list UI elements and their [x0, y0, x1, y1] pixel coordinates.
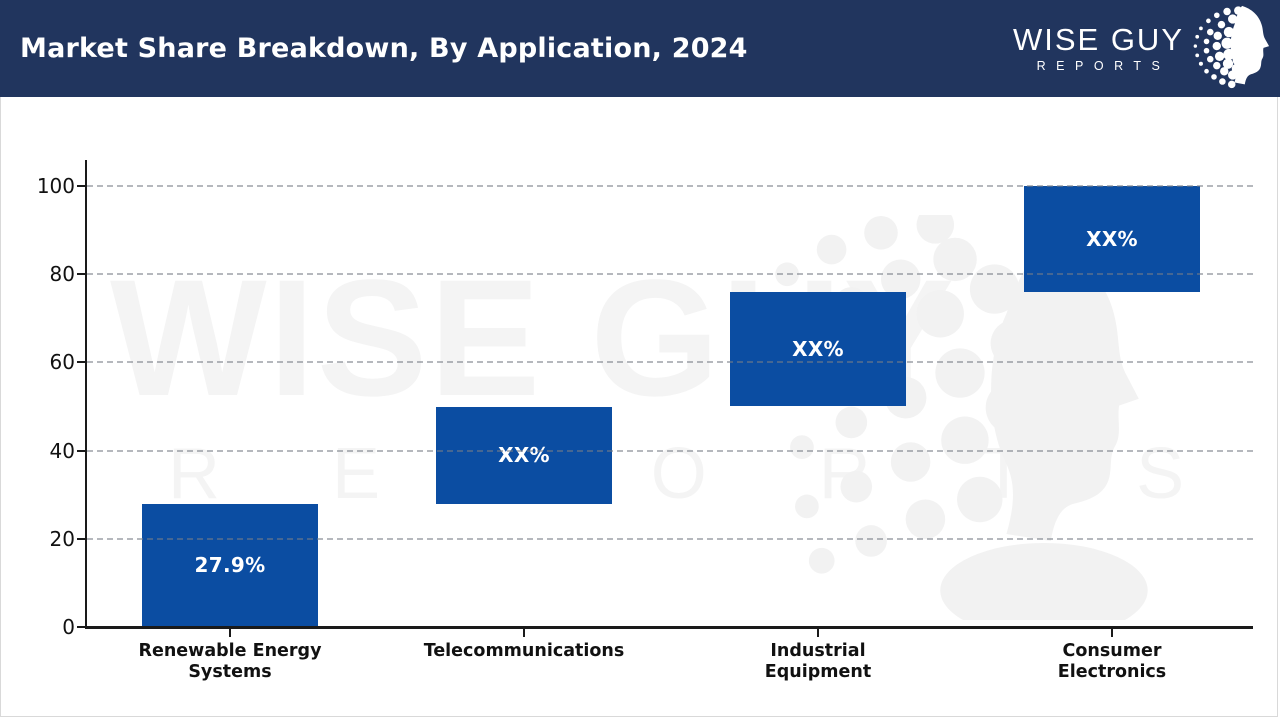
logo-wordmark: WISE GUY: [1012, 22, 1184, 58]
y-tick-label-80: 80: [49, 262, 75, 287]
category-label-renewable-energy-systems: Renewable Energy Systems: [138, 641, 322, 682]
wiseguy-face-icon: [1186, 4, 1270, 94]
y-tick-label-40: 40: [49, 438, 75, 463]
wiseguy-logo: WISE GUY REPORTS: [1013, 4, 1270, 94]
y-axis-spine: [85, 160, 87, 628]
category-label-telecommunications: Telecommunications: [423, 641, 625, 661]
x-axis-tick-industrial-equipment: [817, 629, 819, 637]
x-axis-tick-renewable-energy-systems: [229, 629, 231, 637]
watermark-face-icon: [745, 206, 1175, 638]
y-tick-label-0: 0: [62, 615, 75, 639]
y-axis-tick-100: [77, 185, 85, 187]
bar-telecommunications: XX%: [436, 406, 612, 504]
bar-renewable-energy-systems: 27.9%: [142, 503, 318, 627]
x-axis-tick-consumer-electronics: [1111, 629, 1113, 637]
gridline-80: [87, 273, 1253, 276]
y-axis-tick-0: [77, 626, 85, 628]
gridline-100: [87, 185, 1253, 187]
bar-value-label-consumer-electronics: XX%: [1086, 226, 1138, 251]
bar-value-label-renewable-energy-systems: 27.9%: [194, 553, 266, 578]
y-tick-label-100: 100: [36, 174, 75, 198]
bar-value-label-telecommunications: XX%: [498, 443, 550, 468]
logo-tagline: REPORTS: [1036, 59, 1171, 74]
gridline-40: [87, 449, 1253, 452]
header-bar: Market Share Breakdown, By Application, …: [0, 0, 1280, 97]
y-axis-tick-80: [77, 273, 85, 276]
y-tick-label-60: 60: [49, 350, 75, 375]
wiseguy-logo-text: WISE GUY REPORTS: [1013, 24, 1184, 73]
y-axis-tick-20: [77, 537, 85, 540]
category-label-consumer-electronics: Consumer Electronics: [1057, 641, 1167, 682]
x-axis-tick-telecommunications: [523, 629, 525, 637]
y-axis-tick-60: [77, 361, 85, 364]
bar-industrial-equipment: XX%: [730, 291, 906, 407]
gridline-20: [87, 537, 1253, 540]
bar-value-label-industrial-equipment: XX%: [792, 337, 844, 362]
y-axis-tick-40: [77, 449, 85, 452]
bar-consumer-electronics: XX%: [1024, 186, 1200, 292]
gridline-60: [87, 361, 1253, 364]
chart-title: Market Share Breakdown, By Application, …: [20, 33, 748, 64]
y-tick-label-20: 20: [49, 526, 75, 551]
x-axis-spine: [85, 626, 1253, 629]
category-label-industrial-equipment: Industrial Equipment: [764, 641, 872, 682]
